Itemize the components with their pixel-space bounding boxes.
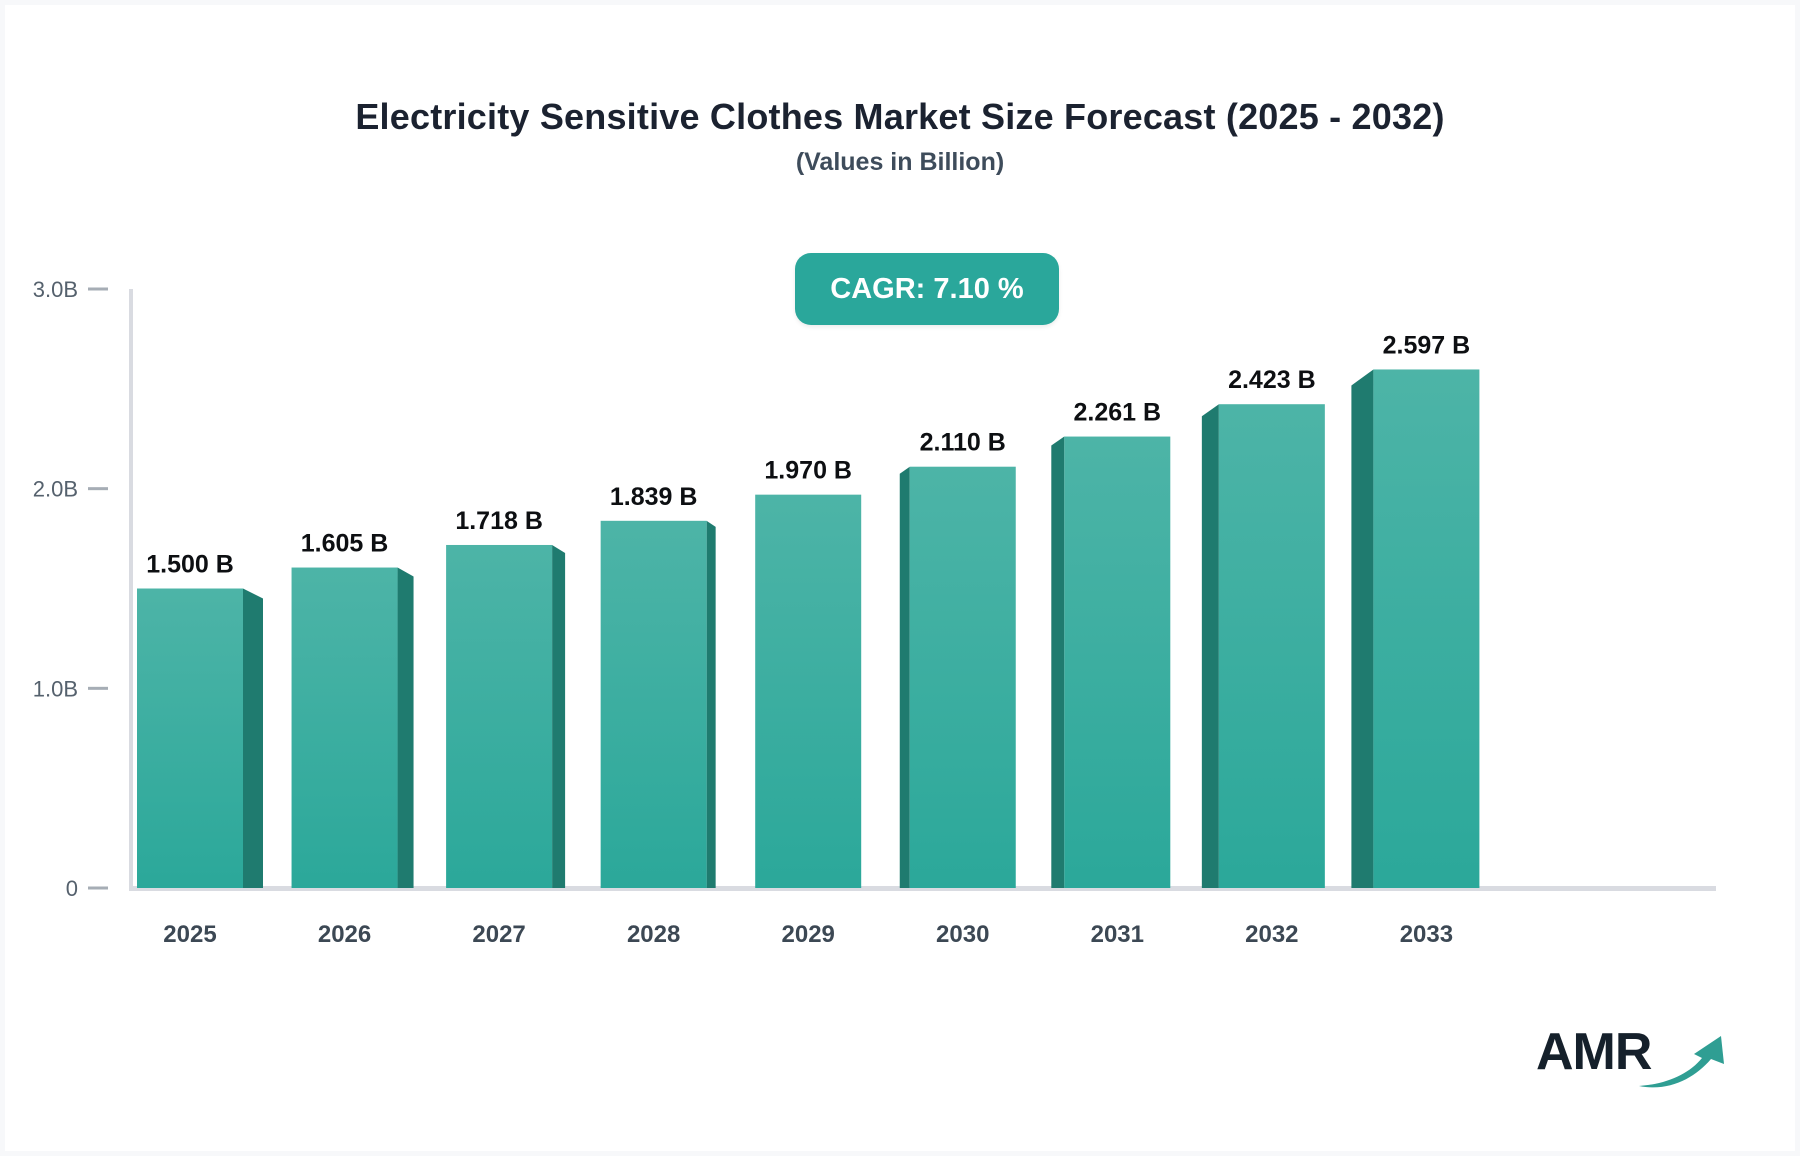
bar-side-2025	[243, 588, 263, 888]
x-tick-label-2025: 2025	[163, 921, 216, 948]
y-tick-label: 0	[66, 876, 78, 901]
bar-value-label: 2.110 B	[920, 429, 1006, 457]
x-tick-label-2027: 2027	[472, 921, 525, 948]
bar-2027	[446, 544, 553, 888]
x-tick-label-2030: 2030	[936, 921, 989, 948]
bar-side-2026	[397, 567, 414, 888]
x-axis-line	[129, 886, 1716, 891]
amr-logo: AMR	[1536, 1026, 1739, 1096]
y-axis-tick	[88, 686, 108, 690]
bar-2029	[755, 494, 862, 888]
cagr-badge: CAGR: 7.10 %	[795, 253, 1059, 325]
y-axis-tick	[88, 487, 108, 491]
bar-value-label: 1.970 B	[764, 457, 852, 485]
bar-2033	[1373, 369, 1480, 888]
y-axis-tick	[88, 287, 108, 291]
bar-2028	[600, 520, 707, 888]
bar-2030	[909, 466, 1016, 888]
bar-side-2032	[1201, 404, 1219, 888]
bar-side-2027	[552, 544, 566, 888]
y-tick-label: 1.0B	[33, 676, 78, 701]
bar-side-2031	[1051, 436, 1065, 888]
bar-side-2030	[899, 466, 910, 888]
chart-subtitle: (Values in Billion)	[795, 148, 1005, 176]
trending-up-arrow-icon	[1639, 1036, 1725, 1088]
x-tick-label-2031: 2031	[1091, 921, 1144, 948]
x-tick-label-2033: 2033	[1400, 921, 1453, 948]
bar-value-label: 2.597 B	[1383, 331, 1471, 359]
bar-2025	[137, 588, 243, 888]
x-tick-label-2028: 2028	[627, 921, 680, 948]
x-tick-label-2029: 2029	[782, 921, 835, 948]
y-axis-tick	[88, 886, 108, 890]
bar-value-label: 1.839 B	[610, 483, 698, 511]
bar-side-2028	[706, 520, 716, 888]
bar-value-label: 1.718 B	[455, 507, 543, 535]
bar-value-label: 1.605 B	[301, 530, 389, 558]
chart-title: Electricity Sensitive Clothes Market Siz…	[355, 96, 1445, 137]
bar-2026	[291, 567, 398, 888]
y-axis-line	[129, 289, 133, 891]
bar-2032	[1218, 404, 1325, 888]
bar-value-label: 2.261 B	[1074, 399, 1162, 427]
bar-value-label: 1.500 B	[146, 551, 234, 579]
amr-logo-text: AMR	[1536, 1023, 1652, 1081]
x-tick-label-2026: 2026	[318, 921, 371, 948]
bar-value-label: 2.423 B	[1228, 366, 1316, 394]
bar-side-2033	[1351, 369, 1374, 888]
y-tick-label: 2.0B	[33, 477, 78, 502]
bar-2031	[1064, 436, 1171, 888]
y-tick-label: 3.0B	[33, 277, 78, 302]
x-tick-label-2032: 2032	[1245, 921, 1298, 948]
